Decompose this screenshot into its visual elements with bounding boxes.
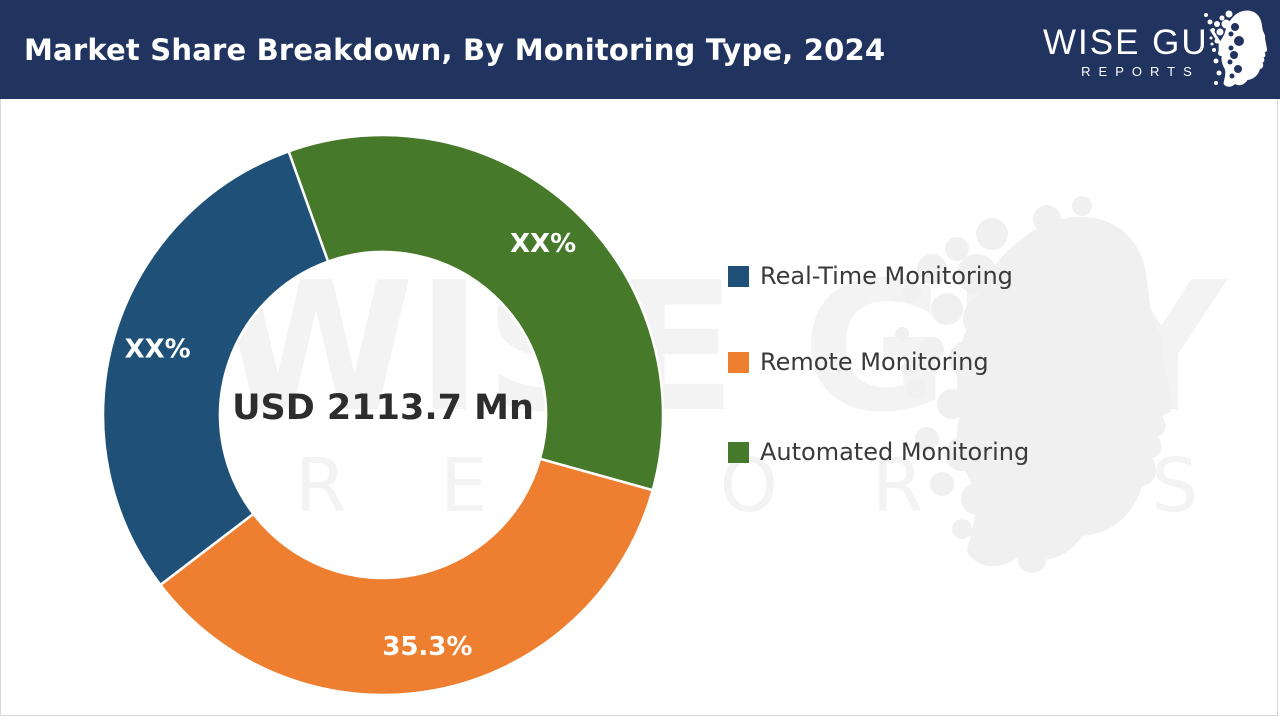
legend-swatch [728, 351, 749, 373]
donut-slice-remote-monitoring [159, 457, 654, 697]
donut-chart: XX% 35.3% XX% [83, 115, 683, 715]
legend-item-real-time-monitoring: Real-Time Monitoring [728, 260, 1013, 292]
chart-center-value: USD 2113.7 Mn [232, 388, 534, 428]
brand-logo: WISE GUY REPORTS [1043, 4, 1270, 96]
brand-logo-secondary: REPORTS [1081, 64, 1200, 79]
legend-label: Remote Monitoring [760, 348, 989, 376]
legend-item-remote-monitoring: Remote Monitoring [728, 346, 989, 378]
legend-label: Automated Monitoring [760, 438, 1030, 466]
brand-logo-primary: WISE GUY [1042, 23, 1234, 62]
legend-label: Real-Time Monitoring [760, 262, 1013, 290]
header-bar: Market Share Breakdown, By Monitoring Ty… [0, 0, 1280, 99]
page-title: Market Share Breakdown, By Monitoring Ty… [24, 32, 886, 67]
donut-slice-real-time-monitoring [101, 150, 330, 587]
slice-percent-label: XX% [510, 229, 576, 259]
brand-logo-text: WISE GUY REPORTS [1043, 25, 1234, 79]
slice-percent-label: XX% [125, 334, 191, 364]
legend-item-automated-monitoring: Automated Monitoring [728, 436, 1029, 468]
legend-swatch [728, 265, 749, 287]
legend-swatch [728, 441, 749, 463]
donut-slice-automated-monitoring [287, 133, 665, 492]
head-profile-icon [1204, 10, 1268, 87]
watermark-head-icon [895, 196, 1173, 573]
slice-percent-label: 35.3% [382, 632, 472, 662]
